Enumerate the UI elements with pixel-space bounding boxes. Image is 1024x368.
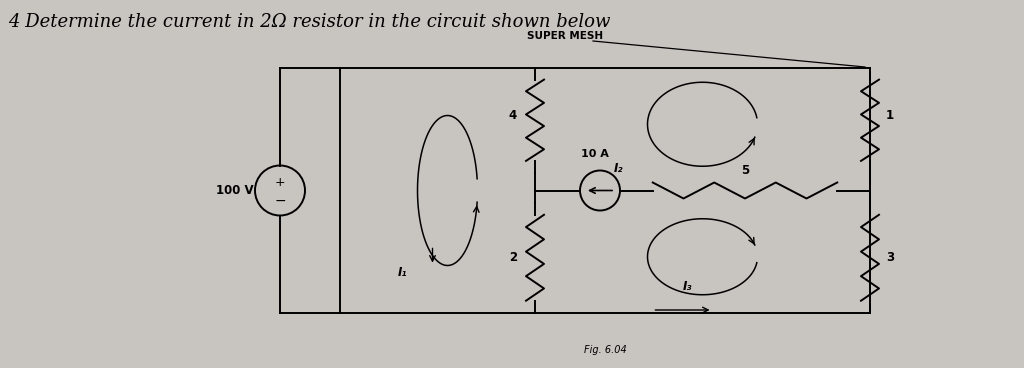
Text: 4: 4	[509, 109, 517, 122]
Text: 2: 2	[509, 251, 517, 264]
Text: 3: 3	[886, 251, 894, 264]
Text: −: −	[274, 194, 286, 208]
Text: 100 V: 100 V	[216, 184, 254, 197]
Text: 4 Determine the current in 2Ω resistor in the circuit shown below: 4 Determine the current in 2Ω resistor i…	[8, 13, 610, 31]
Text: 10 A: 10 A	[581, 149, 609, 159]
Text: SUPER MESH: SUPER MESH	[527, 31, 603, 41]
Text: I₂: I₂	[613, 162, 623, 175]
Text: I₁: I₁	[397, 266, 408, 279]
Text: Fig. 6.04: Fig. 6.04	[584, 345, 627, 355]
Text: 1: 1	[886, 109, 894, 122]
Text: I₃: I₃	[683, 280, 692, 293]
Text: +: +	[274, 176, 286, 189]
Text: 5: 5	[741, 164, 750, 177]
